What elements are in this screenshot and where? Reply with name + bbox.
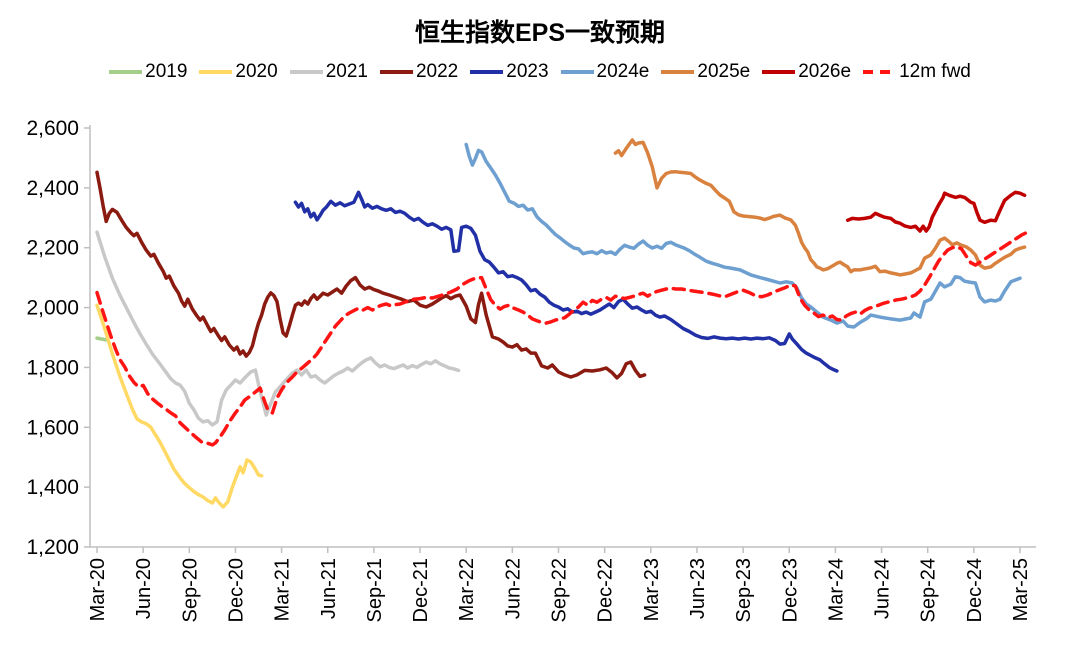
x-axis-tick-label: Dec-22 [595,558,617,622]
legend-swatch-2024e-icon [560,70,594,74]
y-axis-tick-label: 2,000 [26,297,79,320]
legend-label: 2025e [697,61,751,82]
legend-item-2026e: 2026e [762,61,851,83]
y-axis-tick-label: 1,200 [26,536,79,559]
legend-swatch-2023-icon [470,70,504,74]
legend-label: 2020 [235,61,278,82]
x-axis-tick-label: Mar-25 [1010,558,1032,621]
legend-item-2025e: 2025e [661,61,750,83]
legend-item-12m-fwd: 12m fwd [863,61,971,83]
x-axis-tick-label: Jun-23 [687,558,709,619]
series-line-2023 [293,190,839,373]
legend-item-2019: 2019 [109,61,187,83]
series-line-2022 [95,170,647,380]
legend-swatch-2020-icon [199,70,233,74]
y-axis-tick-label: 2,600 [26,117,79,140]
series-line-2024e [464,142,1022,329]
y-axis-tick-label: 1,800 [26,356,79,379]
series-line-2020 [95,303,264,509]
legend-swatch-2019-icon [109,70,143,74]
chart-title: 恒生指数EPS一致预期 [414,19,666,47]
y-axis-tick-label: 2,400 [26,177,79,200]
x-axis-tick-label: Mar-20 [87,558,109,621]
x-axis-tick-label: Jun-24 [872,558,894,619]
y-axis-tick-label: 2,200 [26,237,79,260]
x-axis-tick-label: Jun-22 [502,558,524,619]
legend-label: 12m fwd [899,61,971,82]
legend-swatch-2025e-icon [661,70,695,74]
legend-item-2023: 2023 [470,61,549,83]
x-axis-tick-label: Mar-21 [272,558,294,621]
x-axis-tick-label: Mar-24 [825,558,847,621]
legend-item-2024e: 2024e [560,61,650,83]
legend-label: 2026e [798,61,852,82]
x-axis-tick-label: Mar-22 [456,558,478,621]
legend-label: 2021 [325,61,368,82]
series-line-12m-fwd [95,231,1028,447]
legend-swatch-12m-fwd-icon [863,70,897,74]
legend-item-2021: 2021 [289,61,368,83]
x-axis-tick-label: Jun-21 [318,558,340,619]
legend-swatch-2022-icon [379,70,413,74]
series-line-2021 [95,230,461,427]
y-axis-tick-label: 1,600 [26,416,79,439]
legend-label: 2022 [415,61,459,82]
legend-label: 2019 [145,61,188,82]
legend-label: 2023 [506,61,549,82]
x-axis-tick-label: Jun-20 [133,558,155,619]
legend-label: 2024e [596,61,650,82]
y-axis-tick-label: 1,400 [26,476,79,499]
x-axis-tick-label: Mar-23 [641,558,663,621]
x-axis-tick-label: Sep-23 [733,558,755,623]
x-axis-tick-label: Sep-22 [549,558,571,623]
x-axis-tick-label: Dec-20 [225,558,247,622]
legend-item-2020: 2020 [199,61,278,83]
x-axis-tick-label: Dec-21 [410,558,432,622]
x-axis-tick-label: Dec-24 [964,558,986,622]
legend: 2019 2020 2021 2022 2023 2024e 2025e 2026e 12m f… [0,61,1080,83]
x-axis-tick-label: Sep-21 [364,558,386,623]
series-line-2019 [95,336,108,342]
x-axis-tick-label: Sep-24 [918,558,940,623]
x-axis-tick-label: Sep-20 [179,558,201,623]
series-line-2025e [613,138,1027,277]
legend-swatch-2021-icon [289,70,323,74]
x-axis-tick-label: Dec-23 [779,558,801,622]
legend-swatch-2026e-icon [762,70,796,74]
series-line-2026e [845,190,1027,233]
legend-item-2022: 2022 [379,61,459,83]
